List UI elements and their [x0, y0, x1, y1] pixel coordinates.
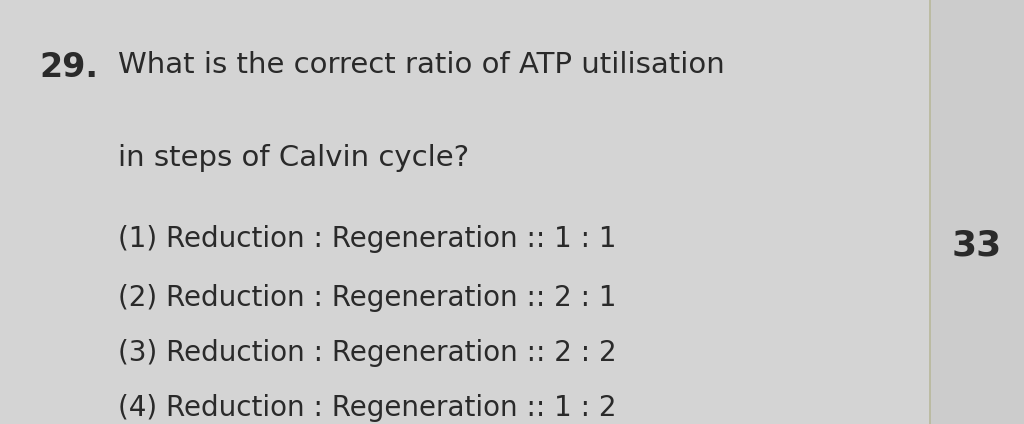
Text: (3) Reduction : Regeneration :: 2 : 2: (3) Reduction : Regeneration :: 2 : 2 [118, 339, 616, 367]
Text: (4) Reduction : Regeneration :: 1 : 2: (4) Reduction : Regeneration :: 1 : 2 [118, 394, 616, 422]
FancyBboxPatch shape [930, 0, 1024, 424]
Text: 33: 33 [951, 229, 1002, 263]
Text: What is the correct ratio of ATP utilisation: What is the correct ratio of ATP utilisa… [118, 51, 725, 79]
Text: 29.: 29. [39, 51, 98, 84]
Text: in steps of Calvin cycle?: in steps of Calvin cycle? [118, 144, 469, 172]
Text: (1) Reduction : Regeneration :: 1 : 1: (1) Reduction : Regeneration :: 1 : 1 [118, 225, 616, 253]
Text: (2) Reduction : Regeneration :: 2 : 1: (2) Reduction : Regeneration :: 2 : 1 [118, 284, 616, 312]
